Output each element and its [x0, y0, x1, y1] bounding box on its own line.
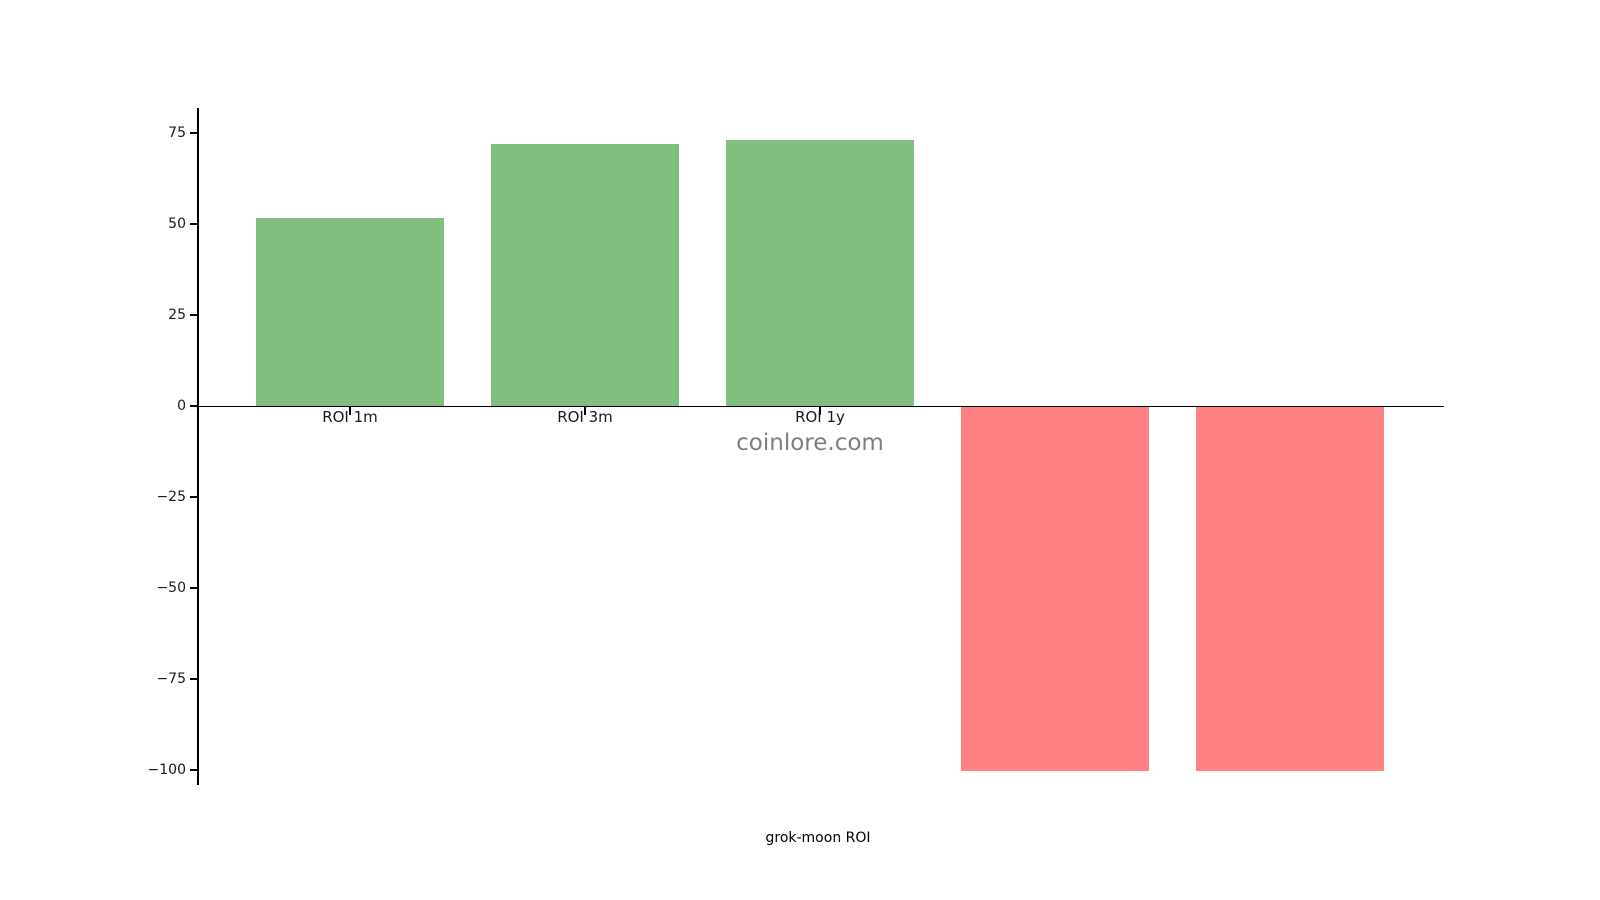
x-tick-mark: [584, 407, 586, 415]
y-tick-label: −100: [147, 762, 186, 778]
y-tick-mark: [190, 587, 197, 589]
x-tick-label: ROI 1y: [795, 408, 845, 426]
bar-unlabeled-3: [961, 407, 1149, 771]
y-tick-label: 75: [168, 125, 186, 141]
y-tick-label: 0: [177, 398, 186, 414]
bar-roi-1m: [256, 218, 444, 406]
x-axis-title: grok-moon ROI: [765, 830, 871, 846]
x-tick-label: ROI 1m: [322, 408, 378, 426]
y-tick-mark: [190, 223, 197, 225]
y-tick-label: −25: [156, 489, 186, 505]
bar-roi-3m: [491, 144, 679, 406]
y-tick-mark: [190, 405, 197, 407]
y-tick-label: −75: [156, 671, 186, 687]
y-tick-label: −50: [156, 580, 186, 596]
y-tick-label: 25: [168, 307, 186, 323]
x-axis-zero-line: [197, 405, 1444, 407]
x-tick-mark: [349, 407, 351, 415]
y-tick-mark: [190, 496, 197, 498]
y-tick-mark: [190, 678, 197, 680]
y-tick-mark: [190, 132, 197, 134]
watermark-text: coinlore.com: [736, 430, 884, 456]
y-tick-label: 50: [168, 216, 186, 232]
x-tick-mark: [819, 407, 821, 415]
y-tick-mark: [190, 314, 197, 316]
x-tick-label: ROI 3m: [557, 408, 613, 426]
y-tick-mark: [190, 769, 197, 771]
bar-unlabeled-4: [1196, 407, 1384, 771]
bar-roi-1y: [726, 139, 914, 406]
y-axis-spine: [197, 108, 199, 785]
